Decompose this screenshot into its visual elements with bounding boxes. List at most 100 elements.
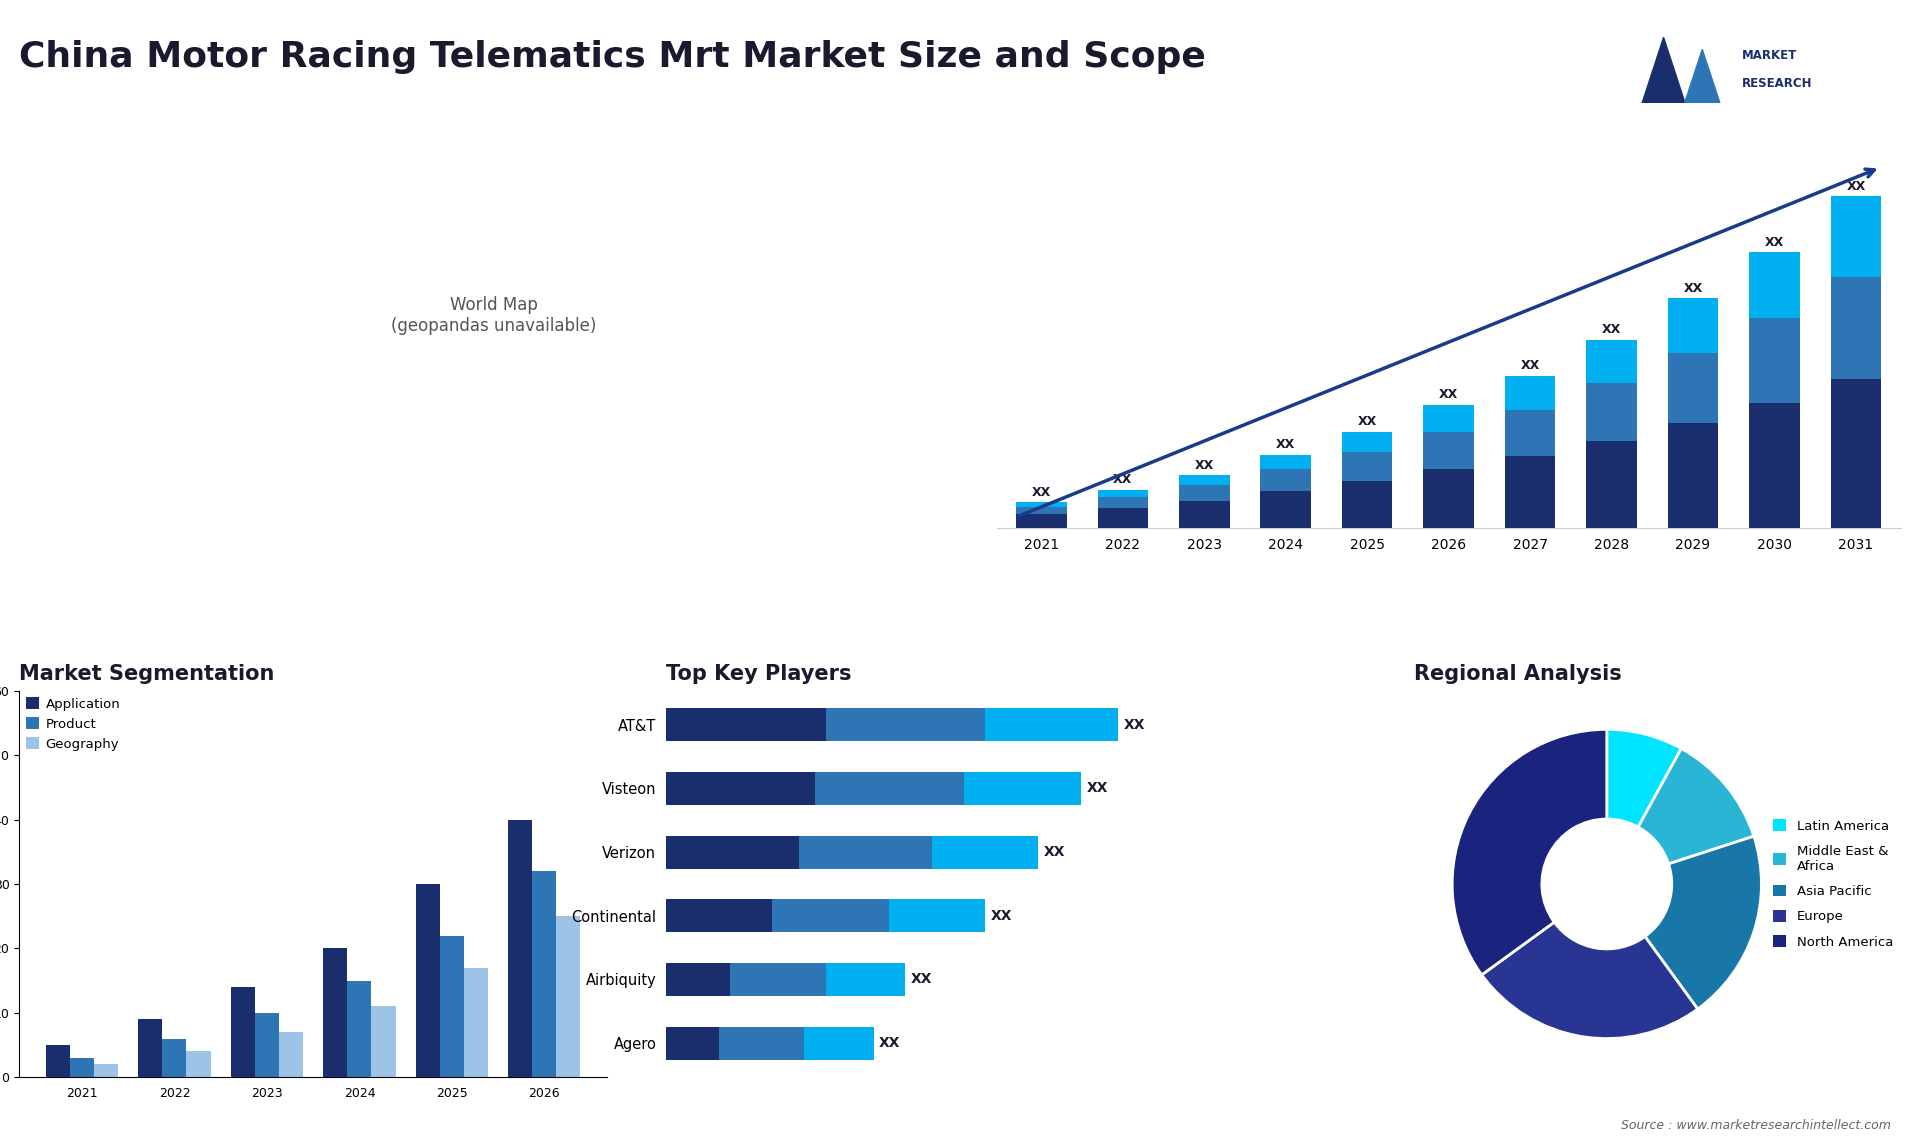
- Bar: [799, 835, 931, 869]
- Legend: Latin America, Middle East &
Africa, Asia Pacific, Europe, North America: Latin America, Middle East & Africa, Asi…: [1768, 814, 1899, 953]
- Bar: [826, 708, 985, 741]
- Text: Market Segmentation: Market Segmentation: [19, 664, 275, 683]
- Bar: [417, 884, 440, 1077]
- Text: XX: XX: [1123, 717, 1144, 732]
- Bar: [509, 819, 532, 1077]
- Bar: [931, 835, 1039, 869]
- Bar: [94, 1065, 117, 1077]
- Bar: [1179, 501, 1229, 528]
- Bar: [666, 772, 814, 804]
- Polygon shape: [1634, 38, 1692, 125]
- Bar: [1342, 481, 1392, 528]
- Bar: [964, 772, 1081, 804]
- Bar: [666, 900, 772, 933]
- Bar: [1260, 490, 1311, 528]
- Bar: [666, 963, 730, 996]
- Text: XX: XX: [1044, 845, 1066, 860]
- Text: XX: XX: [879, 1036, 900, 1050]
- Bar: [138, 1019, 163, 1077]
- Bar: [666, 835, 799, 869]
- Text: China Motor Racing Telematics Mrt Market Size and Scope: China Motor Racing Telematics Mrt Market…: [19, 40, 1206, 74]
- Text: Source : www.marketresearchintellect.com: Source : www.marketresearchintellect.com: [1620, 1120, 1891, 1132]
- Bar: [532, 871, 557, 1077]
- Bar: [1832, 196, 1882, 276]
- Bar: [1586, 440, 1638, 528]
- Bar: [804, 1027, 874, 1060]
- Bar: [1342, 453, 1392, 481]
- Text: XX: XX: [1847, 180, 1866, 193]
- Text: XX: XX: [1277, 439, 1296, 452]
- Wedge shape: [1645, 837, 1761, 1010]
- Bar: [1586, 340, 1638, 383]
- Bar: [46, 1045, 69, 1077]
- Bar: [985, 708, 1117, 741]
- Bar: [69, 1058, 94, 1077]
- Bar: [1668, 353, 1718, 423]
- Bar: [163, 1038, 186, 1077]
- Bar: [666, 1027, 720, 1060]
- Bar: [465, 967, 488, 1077]
- Bar: [1260, 470, 1311, 490]
- Text: XX: XX: [1521, 360, 1540, 372]
- Bar: [371, 1006, 396, 1077]
- Bar: [1749, 319, 1799, 403]
- Polygon shape: [1678, 49, 1728, 125]
- Bar: [1098, 508, 1148, 528]
- Bar: [440, 935, 465, 1077]
- Text: INTELLECT: INTELLECT: [1741, 104, 1812, 118]
- Text: XX: XX: [1438, 388, 1459, 401]
- Text: XX: XX: [1031, 486, 1050, 499]
- Bar: [1179, 476, 1229, 485]
- Bar: [1016, 513, 1068, 528]
- Bar: [1098, 489, 1148, 496]
- Bar: [1749, 252, 1799, 319]
- Wedge shape: [1452, 729, 1607, 975]
- Text: XX: XX: [1601, 323, 1620, 337]
- Bar: [1098, 496, 1148, 508]
- Bar: [1832, 276, 1882, 379]
- Bar: [557, 916, 580, 1077]
- Text: World Map
(geopandas unavailable): World Map (geopandas unavailable): [392, 297, 597, 335]
- Bar: [1423, 432, 1475, 470]
- Bar: [230, 987, 255, 1077]
- Bar: [1586, 383, 1638, 440]
- Bar: [889, 900, 985, 933]
- Bar: [323, 949, 348, 1077]
- Text: XX: XX: [1684, 282, 1703, 295]
- Bar: [1505, 376, 1555, 410]
- Text: XX: XX: [1114, 473, 1133, 486]
- Bar: [1668, 298, 1718, 353]
- Text: XX: XX: [1087, 782, 1108, 795]
- Bar: [1423, 470, 1475, 528]
- Text: XX: XX: [1764, 236, 1784, 249]
- Text: XX: XX: [991, 909, 1012, 923]
- Text: RESEARCH: RESEARCH: [1741, 77, 1812, 91]
- Wedge shape: [1607, 729, 1682, 827]
- Bar: [826, 963, 906, 996]
- Bar: [1505, 456, 1555, 528]
- Bar: [814, 772, 964, 804]
- Bar: [1016, 507, 1068, 513]
- Bar: [1505, 410, 1555, 456]
- Wedge shape: [1482, 923, 1697, 1038]
- Text: MARKET: MARKET: [1741, 49, 1797, 62]
- Bar: [1749, 403, 1799, 528]
- Bar: [348, 981, 371, 1077]
- Text: XX: XX: [1357, 415, 1377, 429]
- Bar: [720, 1027, 804, 1060]
- Text: XX: XX: [1194, 458, 1213, 471]
- Bar: [1260, 455, 1311, 470]
- Bar: [1179, 485, 1229, 501]
- Bar: [186, 1052, 211, 1077]
- Text: Top Key Players: Top Key Players: [666, 664, 851, 683]
- Bar: [255, 1013, 278, 1077]
- Bar: [1016, 502, 1068, 507]
- Bar: [278, 1033, 303, 1077]
- Text: Regional Analysis: Regional Analysis: [1413, 664, 1620, 683]
- Bar: [1832, 379, 1882, 528]
- Bar: [730, 963, 826, 996]
- Bar: [1423, 405, 1475, 432]
- Text: XX: XX: [910, 973, 933, 987]
- Bar: [1342, 432, 1392, 453]
- Bar: [1668, 423, 1718, 528]
